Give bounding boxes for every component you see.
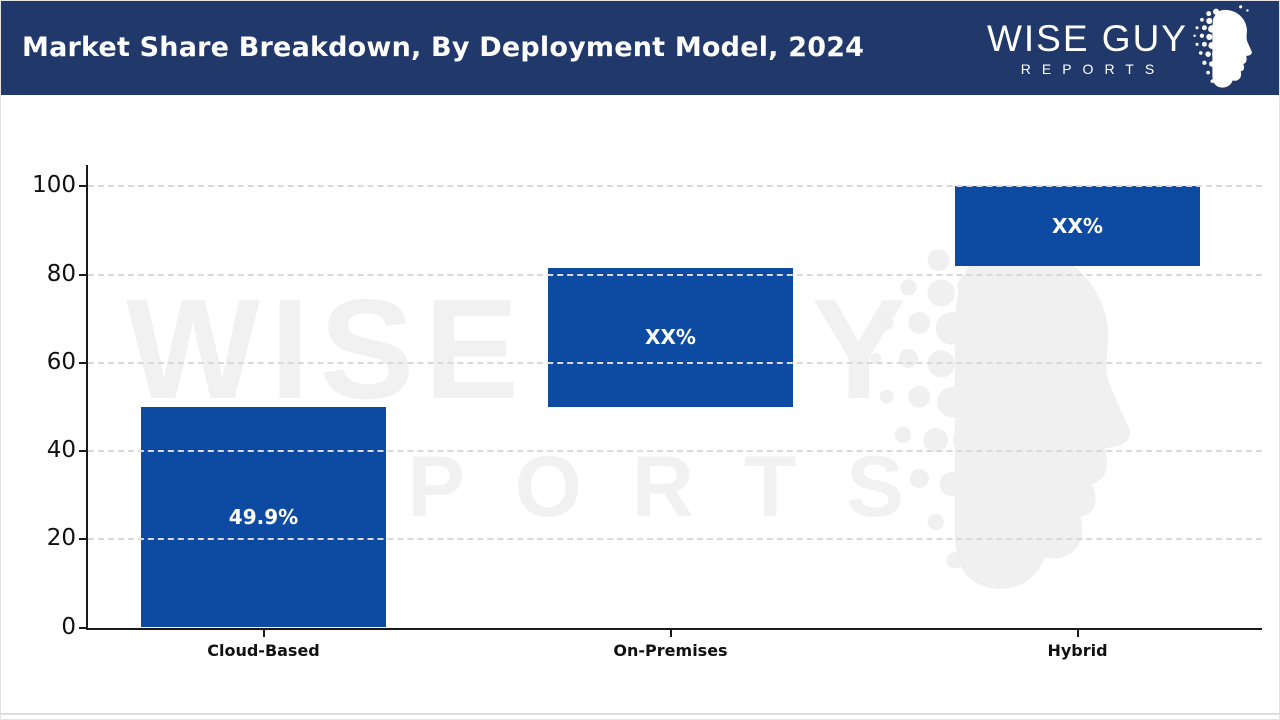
y-axis-tick-label: 20: [46, 525, 76, 552]
bar-cloud-based: 49.9%: [141, 407, 386, 628]
y-axis-tick-mark: [79, 185, 88, 188]
wiseguy-logo-line1: WISE GUY: [986, 17, 1188, 59]
y-gridline-20: [88, 538, 1262, 541]
wiseguy-logo-text: WISE GUY REPORTS: [987, 20, 1188, 76]
wiseguy-face-logo-icon: [1193, 4, 1252, 88]
wiseguy-logo-line2: REPORTS: [1020, 60, 1166, 77]
header-bar: Market Share Breakdown, By Deployment Mo…: [0, 0, 1280, 95]
y-axis-tick-label: 40: [46, 437, 76, 464]
bar-on-premises: XX%: [548, 267, 793, 407]
y-gridline-80: [88, 273, 1262, 276]
y-gridline-100: [88, 185, 1262, 188]
y-axis-tick-mark: [79, 361, 88, 364]
chart-title: Market Share Breakdown, By Deployment Mo…: [22, 32, 865, 63]
x-axis-tick-mark: [262, 629, 265, 637]
x-axis-tick-mark: [669, 629, 672, 637]
y-axis-tick-label: 80: [46, 260, 76, 287]
x-category-label: Hybrid: [1047, 641, 1108, 660]
y-axis-tick-mark: [79, 273, 88, 276]
bar-value-label: 49.9%: [228, 505, 299, 530]
wiseguy-logo: WISE GUY REPORTS: [987, 4, 1258, 91]
y-axis-tick-label: 100: [32, 172, 76, 199]
y-axis-tick-mark: [79, 538, 88, 541]
x-axis-line: [86, 627, 1262, 630]
y-axis-tick-label: 60: [46, 348, 76, 375]
x-category-label: On-Premises: [613, 641, 728, 660]
y-axis-tick-label: 0: [61, 613, 76, 640]
watermark-face-icon: [870, 223, 1131, 589]
y-gridline-60: [88, 361, 1262, 364]
y-axis-line: [86, 165, 88, 630]
bar-value-label: XX%: [645, 325, 696, 350]
y-axis-tick-mark: [79, 450, 88, 453]
x-axis-tick-mark: [1076, 629, 1079, 637]
y-gridline-40: [88, 450, 1262, 453]
bar-hybrid: XX%: [955, 186, 1200, 266]
x-category-label: Cloud-Based: [207, 641, 320, 660]
bar-value-label: XX%: [1052, 214, 1103, 238]
y-axis-tick-mark: [79, 626, 88, 629]
